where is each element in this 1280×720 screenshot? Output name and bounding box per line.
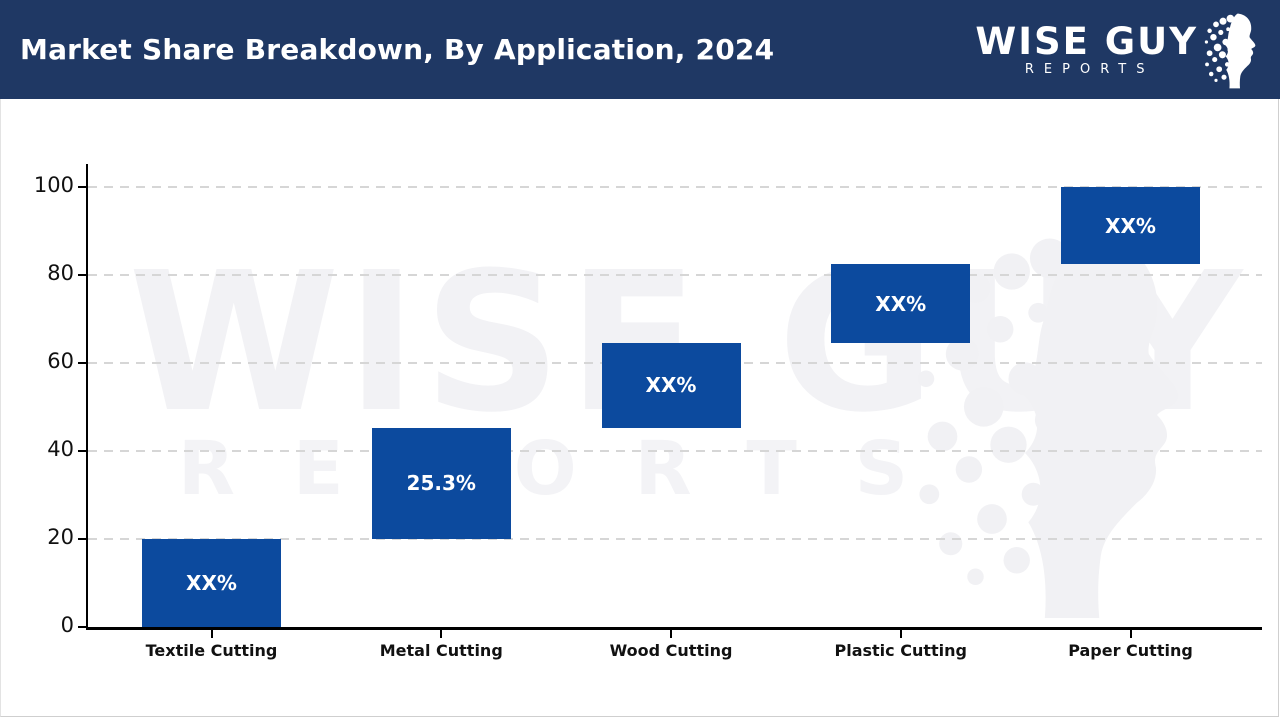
x-tick-label: Textile Cutting	[145, 641, 278, 660]
y-tick-label: 0	[60, 613, 74, 637]
y-tick-label: 60	[47, 349, 74, 373]
y-tick-label: 100	[33, 173, 74, 197]
y-tick-label: 20	[47, 525, 74, 549]
bar: XX%	[601, 343, 741, 428]
x-tick-label: Plastic Cutting	[834, 641, 967, 660]
wiseguy-head-icon	[1200, 11, 1264, 89]
bar: XX%	[831, 264, 971, 344]
bar-value-label: XX%	[645, 373, 697, 398]
brand-logo-text: WISE GUY REPORTS	[975, 19, 1198, 78]
y-tick	[78, 186, 86, 188]
bar-value-label: XX%	[186, 571, 237, 595]
y-tick	[78, 450, 86, 452]
bar: XX%	[1061, 187, 1200, 264]
brand-logo: WISE GUY REPORTS	[975, 8, 1264, 92]
x-tick-label: Metal Cutting	[379, 641, 503, 660]
watermark-subtext: REPORTS	[178, 426, 967, 512]
header-bar: Market Share Breakdown, By Application, …	[0, 0, 1280, 99]
x-tick	[440, 630, 443, 638]
gridline	[88, 538, 1262, 540]
page-title: Market Share Breakdown, By Application, …	[20, 33, 775, 66]
brand-subname: REPORTS	[1024, 62, 1155, 78]
x-tick	[1129, 630, 1132, 638]
bar-value-label: XX%	[875, 291, 927, 316]
gridline	[88, 186, 1262, 188]
y-tick	[78, 362, 86, 364]
y-tick-label: 40	[47, 437, 74, 461]
x-tick-label: Paper Cutting	[1068, 641, 1193, 660]
x-axis-line	[88, 627, 1262, 630]
gridline	[88, 450, 1262, 452]
bar-value-label: XX%	[1105, 213, 1156, 238]
y-tick-label: 80	[47, 261, 74, 285]
y-axis-line	[86, 164, 88, 630]
bar: XX%	[142, 539, 281, 627]
bar: 25.3%	[371, 427, 511, 539]
y-tick	[78, 626, 86, 628]
brand-name: WISE GUY	[975, 19, 1198, 63]
x-tick	[670, 630, 672, 638]
bar-chart: 0 20 40 60 80 100 XX% Textile Cutting 25.3% Metal…	[0, 99, 1280, 720]
bar-value-label: 25.3%	[406, 471, 476, 496]
y-tick	[78, 274, 86, 276]
x-tick-label: Wood Cutting	[609, 641, 733, 660]
gridline	[88, 274, 1262, 276]
x-tick	[899, 630, 902, 638]
y-tick	[78, 538, 86, 540]
x-tick	[210, 630, 213, 638]
